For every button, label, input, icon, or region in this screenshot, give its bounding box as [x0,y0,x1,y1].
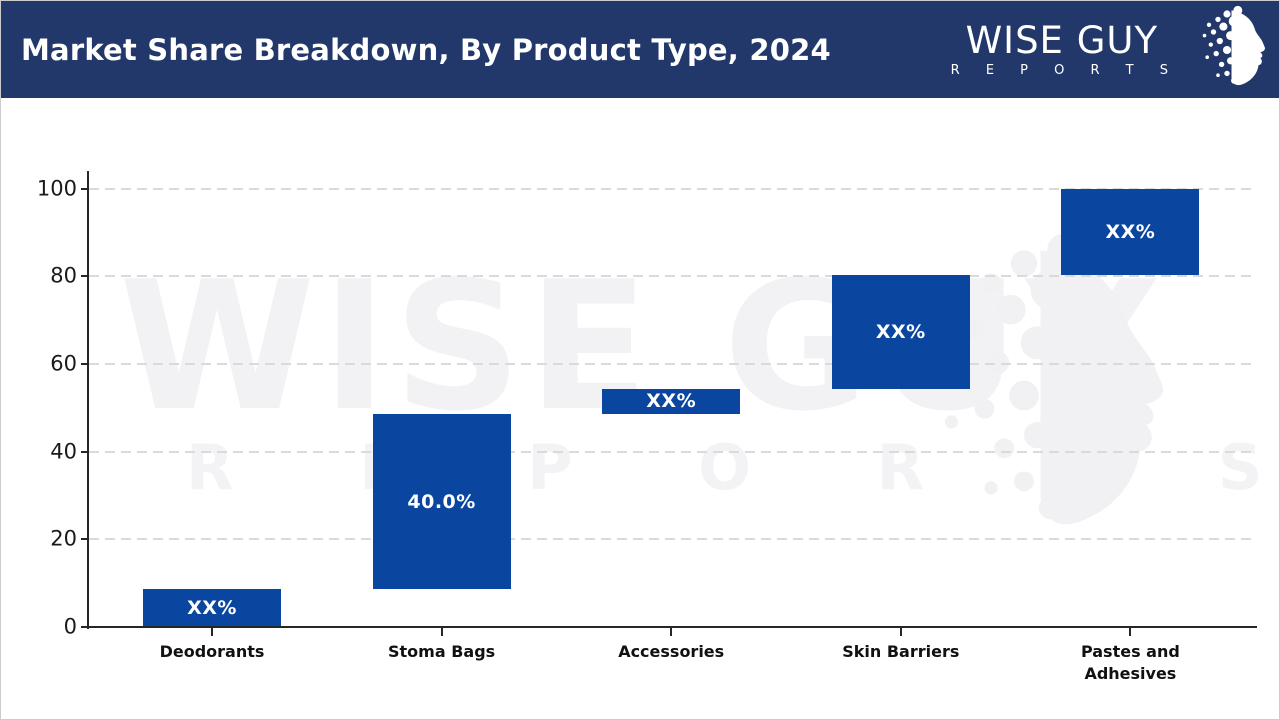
y-tick-label-100: 100 [36,176,77,200]
header-bar: Market Share Breakdown, By Product Type,… [1,1,1279,98]
bar-value-label-stoma-bags: 40.0% [407,490,476,513]
x-tick-label-deodorants: Deodorants [159,642,265,661]
x-tick-mark-accessories [670,628,673,636]
logo-subtext: R E P O R T S [950,62,1179,78]
x-tick-label-accessories: Accessories [618,642,725,661]
gridline-20 [89,538,1257,541]
logo-wordmark-block: WISE GUY R E P O R T S [945,22,1179,78]
y-tick-mark-0 [81,626,89,628]
logo-wordmark: WISE GUY [965,18,1159,62]
y-tick-mark-80 [81,275,89,278]
y-tick-mark-100 [81,187,89,190]
x-tick-mark-deodorants [211,628,213,636]
x-tick-mark-stoma-bags [440,628,443,636]
x-tick-label-skin-barriers: Skin Barriers [842,642,960,661]
bar-stoma-bags: 40.0% [372,413,511,590]
y-tick-label-60: 60 [50,351,77,376]
y-tick-label-20: 20 [50,526,77,551]
bar-value-label-deodorants: XX% [187,597,237,620]
gridline-60 [89,362,1257,365]
y-tick-mark-20 [81,538,89,541]
page-title: Market Share Breakdown, By Product Type,… [21,32,831,67]
x-tick-mark-pastes-and-adhesives [1129,628,1132,636]
wiseguy-logo: WISE GUY R E P O R T S [945,5,1279,95]
y-tick-mark-40 [81,450,89,453]
bar-value-label-skin-barriers: XX% [875,320,926,343]
y-axis [87,171,89,629]
y-tick-mark-60 [81,362,89,365]
x-axis [87,626,1257,628]
y-tick-label-0: 0 [63,614,77,639]
y-tick-label-40: 40 [50,439,77,464]
x-tick-mark-skin-barriers [899,628,902,636]
gridline-80 [89,275,1257,278]
gridline-40 [89,450,1257,453]
bar-deodorants: XX% [143,589,281,627]
bar-value-label-pastes-and-adhesives: XX% [1105,220,1156,243]
x-tick-label-stoma-bags: Stoma Bags [388,642,496,661]
bar-value-label-accessories: XX% [646,390,697,413]
gridline-100 [89,187,1257,190]
x-tick-label-pastes-and-adhesives: Pastes and Adhesives [1080,642,1180,683]
bar-pastes-and-adhesives: XX% [1061,188,1200,275]
bar-accessories: XX% [602,388,741,414]
bar-skin-barriers: XX% [831,274,970,389]
y-tick-label-80: 80 [50,263,77,288]
